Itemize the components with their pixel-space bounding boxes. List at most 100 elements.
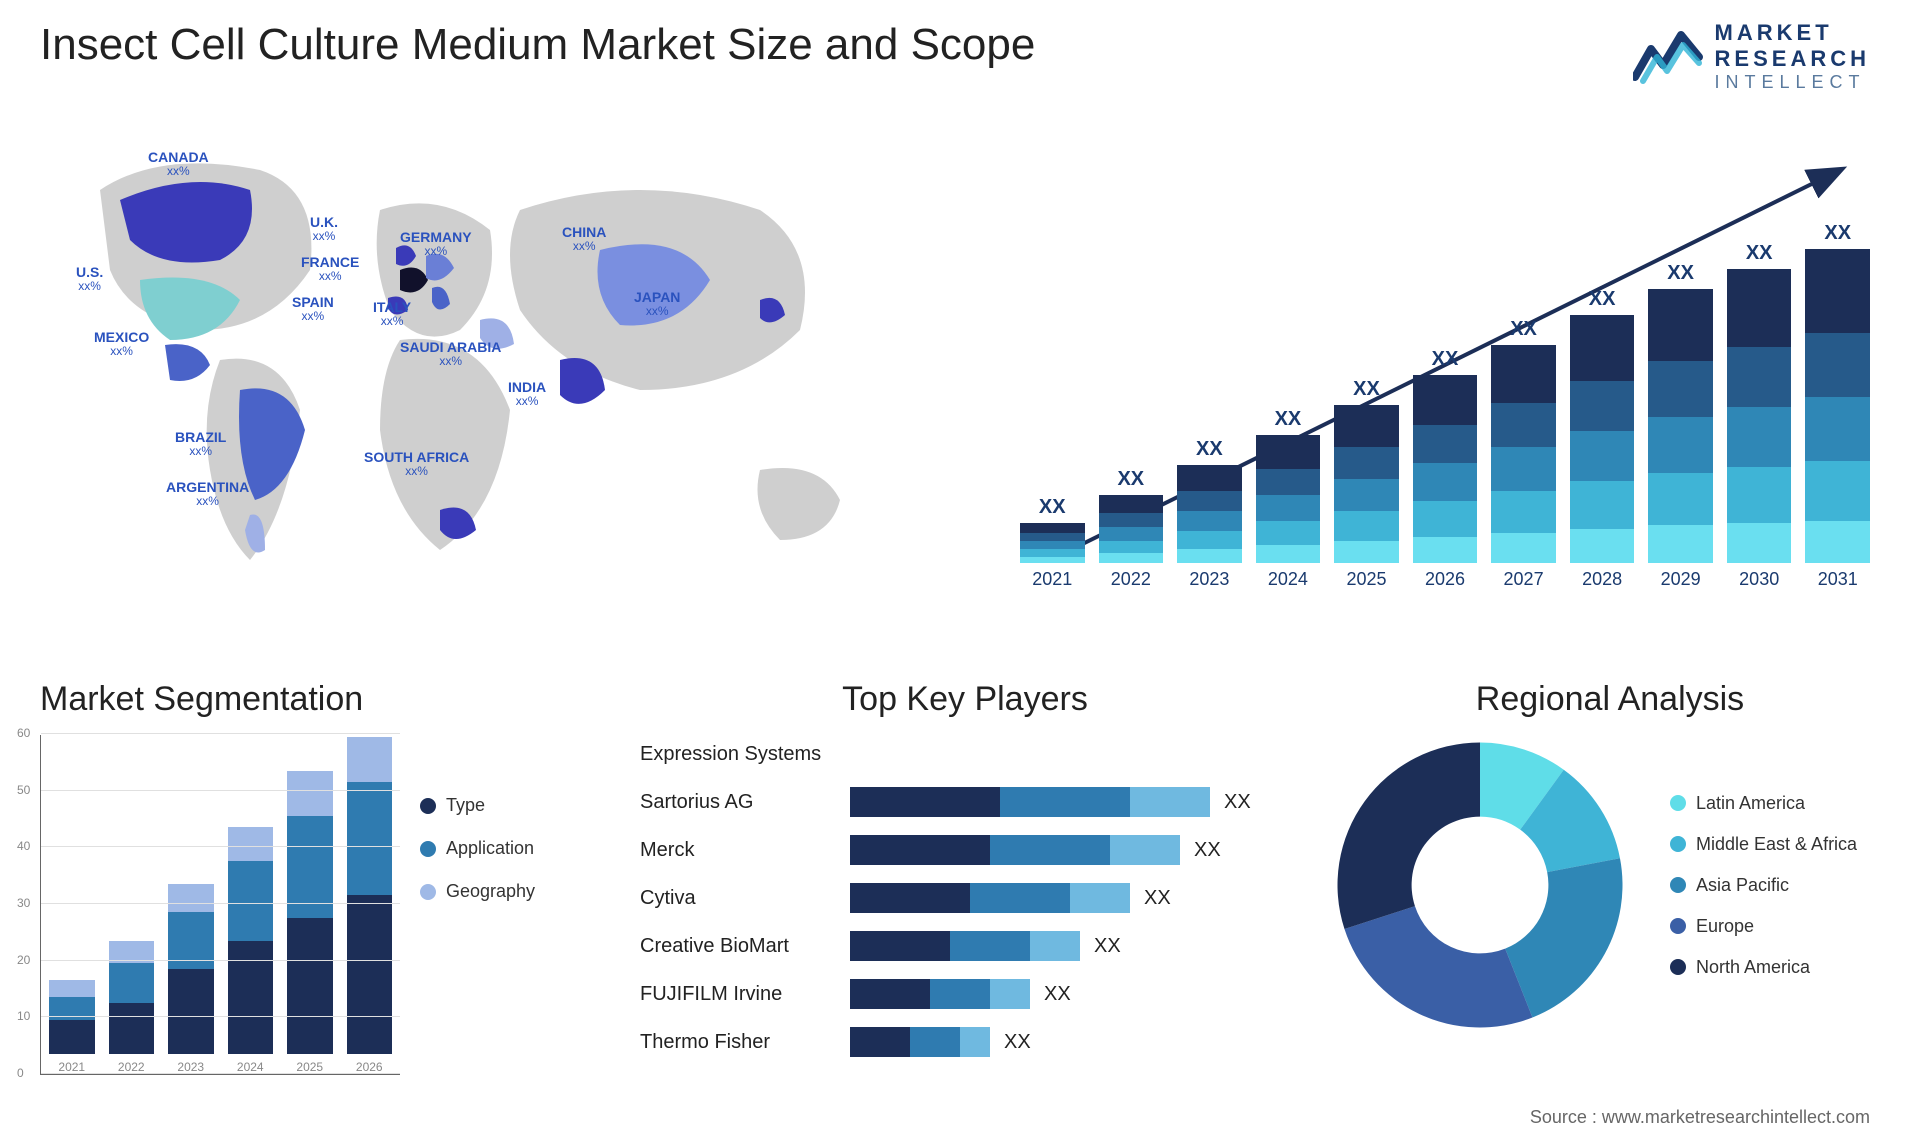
hero-bar-segment bbox=[1256, 521, 1321, 545]
hero-bar-segment bbox=[1256, 469, 1321, 495]
seg-year-label: 2022 bbox=[118, 1060, 145, 1074]
key-player-bar bbox=[850, 1027, 990, 1057]
hero-bar-segment bbox=[1334, 541, 1399, 563]
hero-bar-segment bbox=[1099, 513, 1164, 527]
legend-item: Type bbox=[420, 795, 535, 816]
key-player-name: Thermo Fisher bbox=[640, 1031, 850, 1054]
key-players-chart: Expression SystemsSartorius AGXXMerckXXC… bbox=[640, 735, 1290, 1061]
key-player-row: FUJIFILM IrvineXX bbox=[640, 975, 1290, 1013]
legend-item: Latin America bbox=[1670, 793, 1857, 814]
hero-bar-col: XX2022 bbox=[1099, 468, 1164, 590]
key-player-bar-segment bbox=[990, 979, 1030, 1009]
map-label: ARGENTINAxx% bbox=[166, 480, 249, 509]
map-label: SPAINxx% bbox=[292, 295, 334, 324]
seg-bar-segment bbox=[228, 861, 274, 940]
key-player-bar-segment bbox=[850, 979, 930, 1009]
logo-line1: MARKET bbox=[1715, 20, 1870, 46]
map-label: INDIAxx% bbox=[508, 380, 546, 409]
hero-bar-segment bbox=[1020, 523, 1085, 533]
hero-bar-segment bbox=[1491, 345, 1556, 403]
seg-bar-col: 2024 bbox=[228, 827, 274, 1074]
key-player-row: Thermo FisherXX bbox=[640, 1023, 1290, 1061]
map-label: U.S.xx% bbox=[76, 265, 103, 294]
segmentation-title: Market Segmentation bbox=[40, 680, 610, 719]
seg-gridline: 30 bbox=[41, 903, 400, 904]
seg-bar-segment bbox=[168, 969, 214, 1054]
hero-year-label: 2021 bbox=[1032, 569, 1072, 590]
hero-bar-segment bbox=[1413, 463, 1478, 501]
hero-bar-segment bbox=[1727, 347, 1792, 407]
hero-bar-segment bbox=[1491, 491, 1556, 533]
hero-bar-segment bbox=[1099, 553, 1164, 563]
hero-bar-segment bbox=[1570, 381, 1635, 431]
hero-bar-segment bbox=[1648, 361, 1713, 417]
segmentation-chart: 202120222023202420252026 0102030405060 bbox=[40, 735, 400, 1075]
map-label: BRAZILxx% bbox=[175, 430, 226, 459]
key-player-name: Cytiva bbox=[640, 887, 850, 910]
hero-bar-value: XX bbox=[1824, 222, 1851, 245]
donut-segment bbox=[1344, 906, 1532, 1027]
source-attribution: Source : www.marketresearchintellect.com bbox=[1530, 1107, 1870, 1128]
hero-bar-segment bbox=[1334, 447, 1399, 479]
key-player-bar-segment bbox=[1070, 883, 1130, 913]
seg-gridline: 0 bbox=[41, 1073, 400, 1074]
seg-bar-col: 2023 bbox=[168, 884, 214, 1074]
brand-logo: MARKET RESEARCH INTELLECT bbox=[1633, 20, 1870, 93]
key-player-name: Creative BioMart bbox=[640, 935, 850, 958]
hero-bar-col: XX2031 bbox=[1805, 222, 1870, 590]
seg-bar-segment bbox=[347, 737, 393, 782]
key-player-row: CytivaXX bbox=[640, 879, 1290, 917]
hero-year-label: 2023 bbox=[1189, 569, 1229, 590]
legend-item: Geography bbox=[420, 881, 535, 902]
key-player-value: XX bbox=[1094, 935, 1121, 958]
hero-bar-segment bbox=[1727, 407, 1792, 467]
key-player-bar bbox=[850, 835, 1180, 865]
hero-bar-segment bbox=[1256, 545, 1321, 563]
hero-bar-segment bbox=[1177, 511, 1242, 531]
seg-gridline: 40 bbox=[41, 846, 400, 847]
hero-bar-value: XX bbox=[1196, 438, 1223, 461]
hero-bar-segment bbox=[1491, 403, 1556, 447]
key-player-bar bbox=[850, 979, 1030, 1009]
hero-bar-value: XX bbox=[1275, 408, 1302, 431]
seg-year-label: 2026 bbox=[356, 1060, 383, 1074]
seg-bar-segment bbox=[287, 918, 333, 1054]
legend-item: Middle East & Africa bbox=[1670, 834, 1857, 855]
key-player-bar-segment bbox=[970, 883, 1070, 913]
key-player-value: XX bbox=[1194, 839, 1221, 862]
seg-bar-col: 2026 bbox=[347, 737, 393, 1074]
legend-item: Application bbox=[420, 838, 535, 859]
key-player-bar-segment bbox=[1110, 835, 1180, 865]
key-player-bar bbox=[850, 931, 1080, 961]
map-label: CANADAxx% bbox=[148, 150, 209, 179]
hero-bar-col: XX 2023 bbox=[1177, 438, 1242, 590]
hero-bar-segment bbox=[1491, 447, 1556, 491]
seg-gridline: 10 bbox=[41, 1016, 400, 1017]
key-player-name: Merck bbox=[640, 839, 850, 862]
regional-donut-chart bbox=[1330, 735, 1630, 1035]
key-player-bar-segment bbox=[950, 931, 1030, 961]
hero-bar-segment bbox=[1334, 405, 1399, 447]
key-player-name: Sartorius AG bbox=[640, 791, 850, 814]
key-player-bar-segment bbox=[1030, 931, 1080, 961]
hero-bar-segment bbox=[1256, 435, 1321, 469]
legend-item: North America bbox=[1670, 957, 1857, 978]
regional-title: Regional Analysis bbox=[1330, 680, 1890, 719]
donut-segment bbox=[1338, 743, 1481, 930]
hero-bar-col: XX2024 bbox=[1256, 408, 1321, 590]
hero-bar-col: XX2025 bbox=[1334, 378, 1399, 590]
map-label: U.K.xx% bbox=[310, 215, 338, 244]
seg-bar-col: 2025 bbox=[287, 771, 333, 1074]
key-player-bar bbox=[850, 787, 1210, 817]
logo-line2: RESEARCH bbox=[1715, 46, 1870, 72]
seg-bar-segment bbox=[347, 782, 393, 895]
seg-bar-segment bbox=[168, 884, 214, 912]
hero-bar-segment bbox=[1491, 533, 1556, 563]
map-label: GERMANYxx% bbox=[400, 230, 472, 259]
key-player-row: Creative BioMart XX bbox=[640, 927, 1290, 965]
key-player-bar-segment bbox=[1130, 787, 1210, 817]
segmentation-legend: Type Application Geography bbox=[420, 795, 535, 902]
hero-bar-segment bbox=[1177, 549, 1242, 563]
hero-bar-col: XX2030 bbox=[1727, 242, 1792, 590]
key-player-name: FUJIFILM Irvine bbox=[640, 983, 850, 1006]
